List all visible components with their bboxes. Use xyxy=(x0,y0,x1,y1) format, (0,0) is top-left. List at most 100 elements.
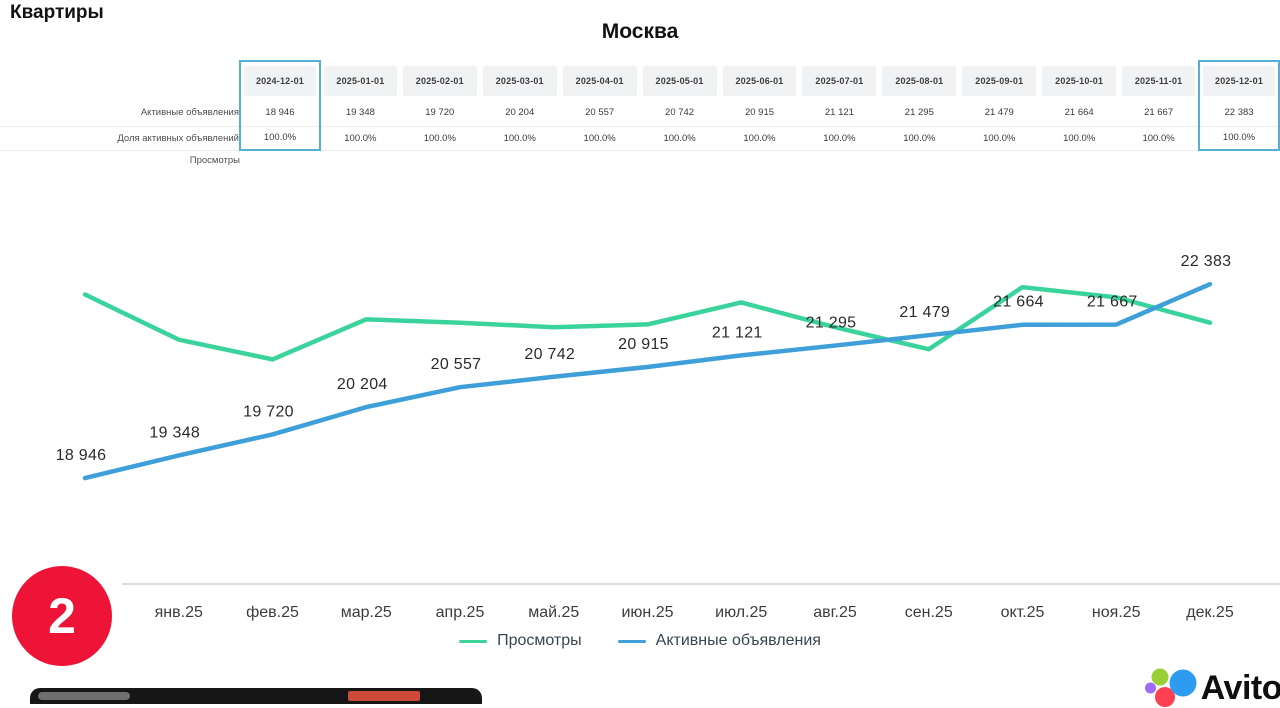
metric-value-cell: 100.0% xyxy=(719,126,800,151)
column-header[interactable]: 2025-08-01 xyxy=(879,61,959,100)
line-chart: янв.25 фев.25 мар.25 апр.25 май.25 июн.25 июл.… xyxy=(56,253,1280,621)
metric-value-cell: 100.0% xyxy=(479,126,560,151)
x-tick-label: июн.25 xyxy=(621,604,673,621)
column-header-label: 2025-08-01 xyxy=(882,65,957,96)
metric-value-cell: 20 204 xyxy=(479,100,560,127)
column-header[interactable]: 2025-01-01 xyxy=(320,61,400,100)
metric-value-cell xyxy=(640,150,720,170)
metric-value-cell xyxy=(1199,150,1279,170)
column-header-label: 2025-07-01 xyxy=(802,65,877,96)
table-corner xyxy=(0,61,240,100)
x-tick-label: мар.25 xyxy=(341,604,392,621)
views-line xyxy=(82,284,1213,362)
column-header[interactable]: 2025-12-01 xyxy=(1198,60,1280,100)
legend-item-views[interactable]: Просмотры xyxy=(459,632,582,650)
metric-value-cell: 20 915 xyxy=(719,100,800,127)
x-tick-label: фев.25 xyxy=(246,604,299,621)
avito-dot-green xyxy=(1151,668,1169,686)
city-title: Москва xyxy=(601,20,679,43)
active-listings-line xyxy=(82,281,1213,481)
column-header[interactable]: 2025-09-01 xyxy=(959,61,1039,100)
metric-value-cell xyxy=(879,150,959,170)
x-tick-label: июл.25 xyxy=(715,604,767,621)
metric-value-cell: 100.0% xyxy=(799,126,880,151)
column-header[interactable]: 2025-02-01 xyxy=(400,61,480,100)
avito-dot-blue xyxy=(1169,669,1197,697)
column-header[interactable]: 2025-11-01 xyxy=(1119,61,1199,100)
metric-value-cell xyxy=(799,150,879,170)
legend-label: Активные объявления xyxy=(655,632,821,649)
column-header[interactable]: 2024-12-01 xyxy=(239,60,321,100)
column-header-label: 2025-04-01 xyxy=(562,65,637,96)
point-label: 21 295 xyxy=(806,315,857,332)
metric-value-cell xyxy=(1039,150,1119,170)
x-tick-label: ноя.25 xyxy=(1092,604,1141,621)
legend-swatch xyxy=(617,639,646,643)
legend-item-active-listings[interactable]: Активные объявления xyxy=(617,632,821,650)
metric-value-cell xyxy=(720,150,800,170)
metric-value-cell: 20 742 xyxy=(639,100,720,127)
metric-value-cell xyxy=(480,150,560,170)
column-header[interactable]: 2025-05-01 xyxy=(640,61,720,100)
metrics-table: 2024-12-01 2025-01-01 2025-02-01 2025-03-01… xyxy=(0,60,1280,170)
chart-legend: Просмотры Активные объявления xyxy=(0,632,1280,650)
metric-value-cell: 100.0% xyxy=(1039,126,1120,151)
point-label: 21 667 xyxy=(1087,294,1138,311)
metric-value-cell xyxy=(320,150,400,170)
metric-value-cell: 20 557 xyxy=(559,100,640,127)
point-label: 20 557 xyxy=(431,356,482,373)
step-badge-number: 2 xyxy=(48,588,76,644)
x-tick-label: май.25 xyxy=(528,604,579,621)
metric-value-cell: 22 383 xyxy=(1198,100,1280,127)
metric-value-cell: 100.0% xyxy=(1119,126,1200,151)
point-label: 21 121 xyxy=(712,324,763,341)
column-header[interactable]: 2025-04-01 xyxy=(560,61,640,100)
header: Квартиры Москва xyxy=(0,0,1280,52)
metric-value-cell xyxy=(1119,150,1199,170)
point-label: 20 742 xyxy=(524,346,575,363)
column-header-label: 2025-03-01 xyxy=(482,65,557,96)
column-header-label: 2025-10-01 xyxy=(1042,65,1117,96)
avito-dot-red xyxy=(1154,687,1175,707)
column-header-label: 2025-12-01 xyxy=(1203,66,1275,96)
legend-label: Просмотры xyxy=(497,632,582,649)
metric-value-cell: 100.0% xyxy=(879,126,960,151)
column-header[interactable]: 2025-10-01 xyxy=(1039,61,1119,100)
metric-value-cell xyxy=(240,150,320,170)
table-row: Доля активных объявлений 100.0% 100.0% 100.… xyxy=(0,126,1280,151)
metric-value-cell xyxy=(400,150,480,170)
row-label: Просмотры xyxy=(189,154,240,166)
table-row: Активные объявления 18 946 19 348 19 720 20 … xyxy=(0,100,1280,127)
point-label: 18 946 xyxy=(56,447,107,464)
column-header-label: 2025-09-01 xyxy=(962,65,1037,96)
column-header-label: 2025-06-01 xyxy=(722,65,797,96)
avito-dot-purple xyxy=(1144,682,1156,694)
column-header-label: 2025-01-01 xyxy=(323,65,397,96)
column-header-label: 2024-12-01 xyxy=(244,66,316,96)
x-tick-label: апр.25 xyxy=(436,604,485,621)
bottom-overlay-bar xyxy=(30,688,482,704)
metric-value-cell: 100.0% xyxy=(959,126,1040,151)
metric-value-cell: 100.0% xyxy=(559,126,640,151)
column-header[interactable]: 2025-07-01 xyxy=(799,61,879,100)
bottom-bar-segment-light xyxy=(38,692,130,700)
column-header[interactable]: 2025-03-01 xyxy=(480,61,560,100)
point-label: 19 720 xyxy=(243,403,294,420)
point-label: 20 204 xyxy=(337,376,388,393)
step-badge: 2 xyxy=(12,566,112,666)
metric-value-cell: 21 667 xyxy=(1119,100,1200,127)
avito-logo-text: Avito xyxy=(1200,669,1280,707)
metric-value-cell: 21 295 xyxy=(879,100,960,127)
chart-area: янв.25 фев.25 мар.25 апр.25 май.25 июн.25 июл.… xyxy=(0,184,1280,650)
row-label: Активные объявления xyxy=(0,100,240,127)
row-label: Доля активных объявлений xyxy=(0,126,240,151)
x-tick-label: авг.25 xyxy=(813,604,857,621)
column-header[interactable]: 2025-06-01 xyxy=(720,61,800,100)
metric-value-cell: 100.0% xyxy=(239,126,321,151)
avito-logo-icon xyxy=(1144,668,1197,707)
report-title: Квартиры xyxy=(10,2,104,23)
x-tick-label: сен.25 xyxy=(905,604,953,621)
metric-value-cell: 19 348 xyxy=(319,100,400,127)
point-label: 22 383 xyxy=(1181,253,1232,270)
metric-value-cell: 21 121 xyxy=(799,100,880,127)
